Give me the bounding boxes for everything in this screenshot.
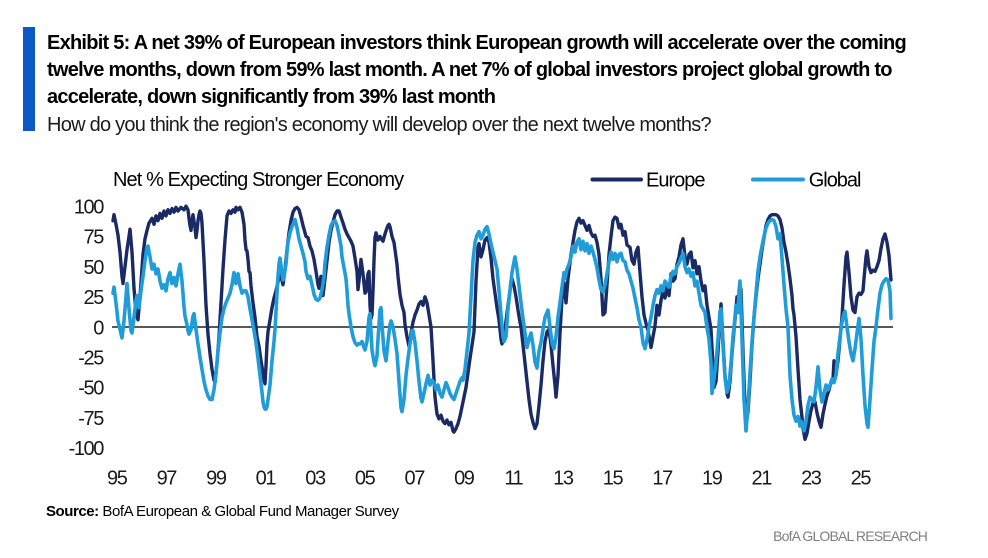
svg-text:15: 15 (603, 467, 624, 489)
svg-text:17: 17 (652, 467, 673, 489)
svg-text:0: 0 (93, 317, 104, 339)
svg-text:75: 75 (84, 227, 105, 249)
svg-text:-75: -75 (78, 408, 104, 430)
svg-text:01: 01 (256, 467, 277, 489)
svg-text:11: 11 (504, 467, 523, 489)
svg-text:07: 07 (404, 467, 425, 489)
svg-text:09: 09 (454, 467, 475, 489)
svg-text:Europe: Europe (646, 170, 705, 192)
svg-text:50: 50 (84, 257, 105, 279)
svg-text:13: 13 (553, 467, 574, 489)
svg-text:Net % Expecting Stronger Econo: Net % Expecting Stronger Economy (113, 169, 404, 191)
svg-text:-25: -25 (78, 348, 104, 370)
svg-text:25: 25 (851, 467, 872, 489)
svg-text:100: 100 (74, 197, 104, 219)
svg-text:97: 97 (157, 467, 178, 489)
svg-text:Global: Global (809, 170, 861, 192)
svg-text:21: 21 (751, 467, 772, 489)
svg-text:19: 19 (702, 467, 723, 489)
svg-text:23: 23 (801, 467, 822, 489)
svg-text:99: 99 (206, 467, 227, 489)
svg-text:-100: -100 (69, 438, 105, 460)
svg-text:95: 95 (107, 467, 128, 489)
svg-text:03: 03 (305, 467, 326, 489)
svg-text:05: 05 (355, 467, 376, 489)
svg-text:25: 25 (84, 287, 105, 309)
svg-text:-50: -50 (78, 378, 104, 400)
